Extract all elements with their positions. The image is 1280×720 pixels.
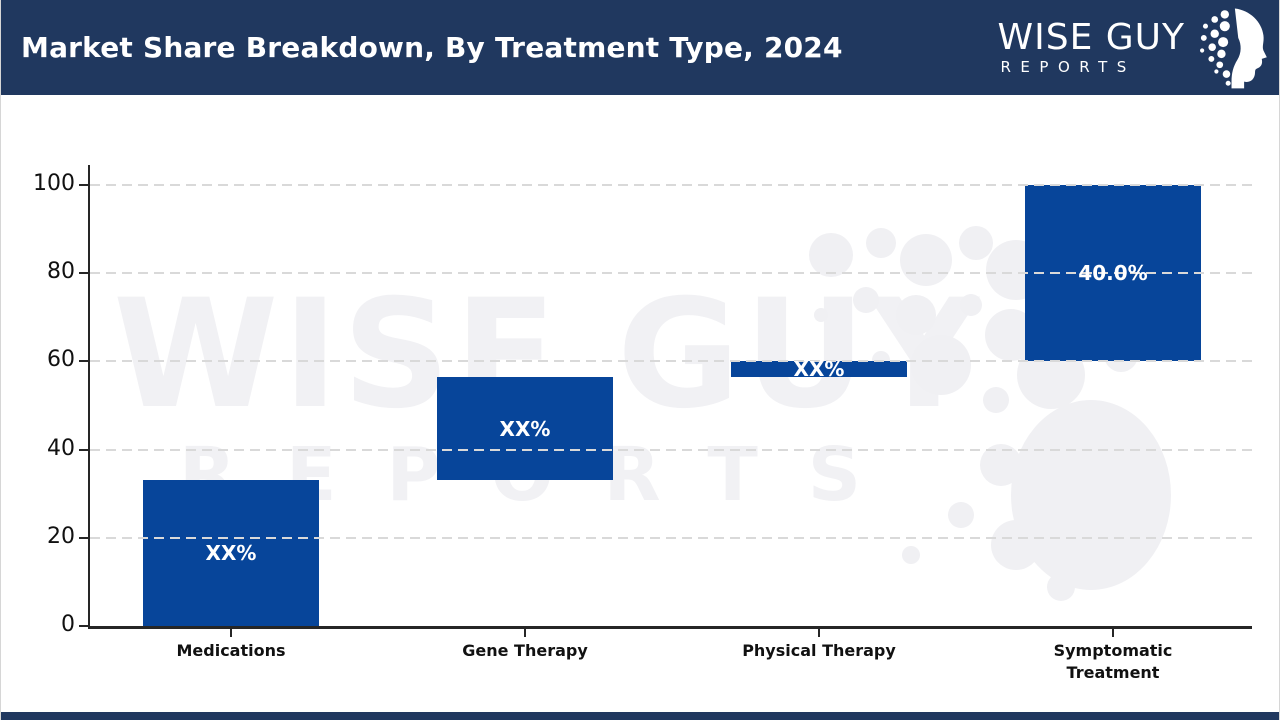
y-axis-line: [88, 165, 90, 629]
bar-gene-therapy: [437, 376, 613, 481]
y-tick-label: 0: [61, 612, 75, 637]
x-tickmark: [818, 629, 820, 637]
gridline-y20: [90, 536, 1252, 539]
page-title: Market Share Breakdown, By Treatment Typ…: [21, 31, 843, 64]
y-tick-label: 80: [47, 259, 75, 285]
y-tickmark: [79, 448, 88, 451]
y-tick-label: 40: [47, 435, 75, 461]
x-category-label: Physical Therapy: [742, 641, 896, 660]
gridline-y80: [90, 272, 1252, 275]
bar-value-label: XX%: [793, 357, 845, 382]
x-tickmark: [230, 629, 232, 637]
x-tickmark: [524, 629, 526, 637]
bar-medications: [143, 480, 319, 626]
bar-value-label: XX%: [205, 541, 257, 566]
wiseguy-logo: WISE GUY REPORTS: [998, 0, 1268, 95]
x-category-label: Symptomatic Treatment: [1053, 641, 1173, 682]
wiseguy-logo-name: WISE GUY: [997, 16, 1185, 58]
y-tick-label: 20: [47, 523, 75, 549]
gridline-y60: [90, 360, 1252, 363]
y-tick-label: 100: [33, 171, 75, 196]
wiseguy-logo-reports: REPORTS: [1000, 57, 1136, 76]
footer-bar: [1, 712, 1279, 720]
gridline-y40: [90, 448, 1252, 451]
y-tickmark: [79, 625, 88, 627]
y-tickmark: [79, 536, 88, 539]
header-bar: Market Share Breakdown, By Treatment Typ…: [1, 0, 1279, 95]
x-tickmark: [1112, 629, 1114, 637]
bar-value-label: 40.0%: [1078, 261, 1148, 286]
wiseguy-logo-face-icon: [1200, 8, 1267, 88]
y-tick-label: 60: [47, 347, 75, 373]
bar-value-label: XX%: [499, 416, 551, 441]
wiseguy-logo-text: WISE GUY REPORTS: [997, 16, 1186, 76]
x-category-label: Gene Therapy: [462, 641, 588, 660]
x-category-label: Medications: [176, 641, 286, 660]
bar-physical-therapy: [731, 361, 907, 377]
gridline-y100: [90, 184, 1252, 186]
y-tickmark: [79, 360, 88, 363]
y-tickmark: [79, 184, 88, 186]
y-tickmark: [79, 272, 88, 275]
x-axis-line: [88, 626, 1252, 629]
